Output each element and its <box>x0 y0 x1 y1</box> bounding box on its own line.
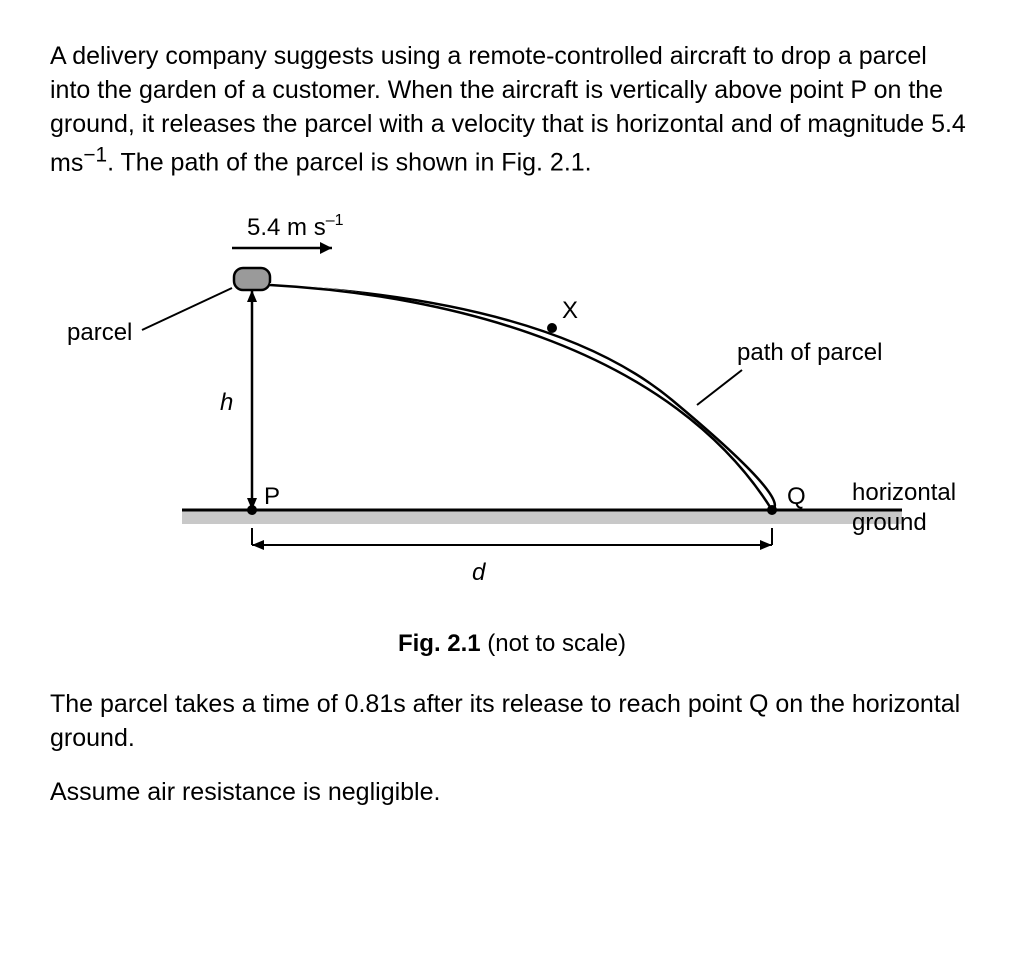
question-paragraph-1: A delivery company suggests using a remo… <box>50 40 974 180</box>
path-leader <box>697 370 742 405</box>
ground-label-1: horizontal <box>852 479 956 506</box>
height-arrow-top <box>247 290 257 302</box>
ground-label-2: ground <box>852 509 927 536</box>
d-arrow-right <box>760 540 772 550</box>
height-label: h <box>220 389 233 416</box>
para1-text-a: A delivery company suggests using a remo… <box>50 42 943 138</box>
d-arrow-left <box>252 540 264 550</box>
question-paragraph-3: Assume air resistance is negligible. <box>50 776 974 810</box>
point-q-dot <box>767 505 777 515</box>
question-paragraph-2: The parcel takes a time of 0.81s after i… <box>50 688 974 756</box>
caption-bold: Fig. 2.1 <box>398 630 481 657</box>
parcel-icon <box>234 268 270 290</box>
caption-rest: (not to scale) <box>481 630 626 657</box>
d-label: d <box>472 559 486 586</box>
trajectory-path <box>270 285 775 510</box>
trajectory-path-real <box>270 285 772 510</box>
point-p-label: P <box>264 483 280 510</box>
point-x-label: X <box>562 297 578 324</box>
figure-caption: Fig. 2.1 (not to scale) <box>50 630 974 658</box>
velocity-arrow-head <box>320 242 332 254</box>
point-q-label: Q <box>787 483 806 510</box>
ground-band <box>182 510 902 524</box>
velocity-label: 5.4 m s–1 <box>247 212 344 241</box>
path-label: path of parcel <box>737 339 882 366</box>
parcel-leader <box>142 288 232 330</box>
figure-2-1: 5.4 m s–1 parcel X path of parcel h P <box>50 200 974 620</box>
point-p-dot <box>247 505 257 515</box>
trajectory-path-main <box>270 285 772 510</box>
projectile-diagram: 5.4 m s–1 parcel X path of parcel h P <box>52 200 972 620</box>
para1-text-b: . The path of the parcel is shown in Fig… <box>107 149 592 177</box>
para3-text: Assume air resistance is negligible. <box>50 778 440 806</box>
parcel-label: parcel <box>67 319 132 346</box>
point-x-dot <box>547 323 557 333</box>
para2-text: The parcel takes a time of 0.81s after i… <box>50 690 960 752</box>
